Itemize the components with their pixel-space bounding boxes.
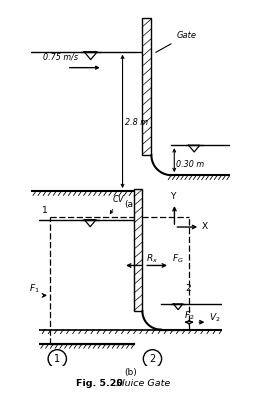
Text: $V_2$: $V_2$	[209, 311, 221, 324]
Text: CV: CV	[110, 195, 124, 214]
Text: 2: 2	[149, 354, 156, 364]
Text: $R_x$: $R_x$	[146, 253, 158, 265]
Text: 2: 2	[185, 284, 191, 293]
Text: 2.8 m: 2.8 m	[124, 118, 147, 127]
Text: Y: Y	[170, 192, 175, 201]
Text: Sluice Gate: Sluice Gate	[116, 379, 171, 388]
Bar	[134, 189, 143, 311]
Text: 1: 1	[42, 206, 48, 215]
Text: X: X	[202, 222, 208, 230]
Text: Fig. 5.20: Fig. 5.20	[76, 379, 123, 388]
Text: $F_G$: $F_G$	[172, 253, 183, 265]
Text: (b): (b)	[124, 368, 137, 377]
Text: 1: 1	[54, 354, 60, 364]
Text: (a): (a)	[124, 200, 137, 209]
Text: 0.75 m/s: 0.75 m/s	[43, 53, 78, 62]
Text: Gate: Gate	[156, 31, 196, 53]
Text: $F_1$: $F_1$	[29, 283, 40, 295]
Text: 0.30 m: 0.30 m	[176, 160, 204, 169]
Bar	[143, 18, 151, 155]
Text: $F_2$: $F_2$	[184, 310, 194, 322]
